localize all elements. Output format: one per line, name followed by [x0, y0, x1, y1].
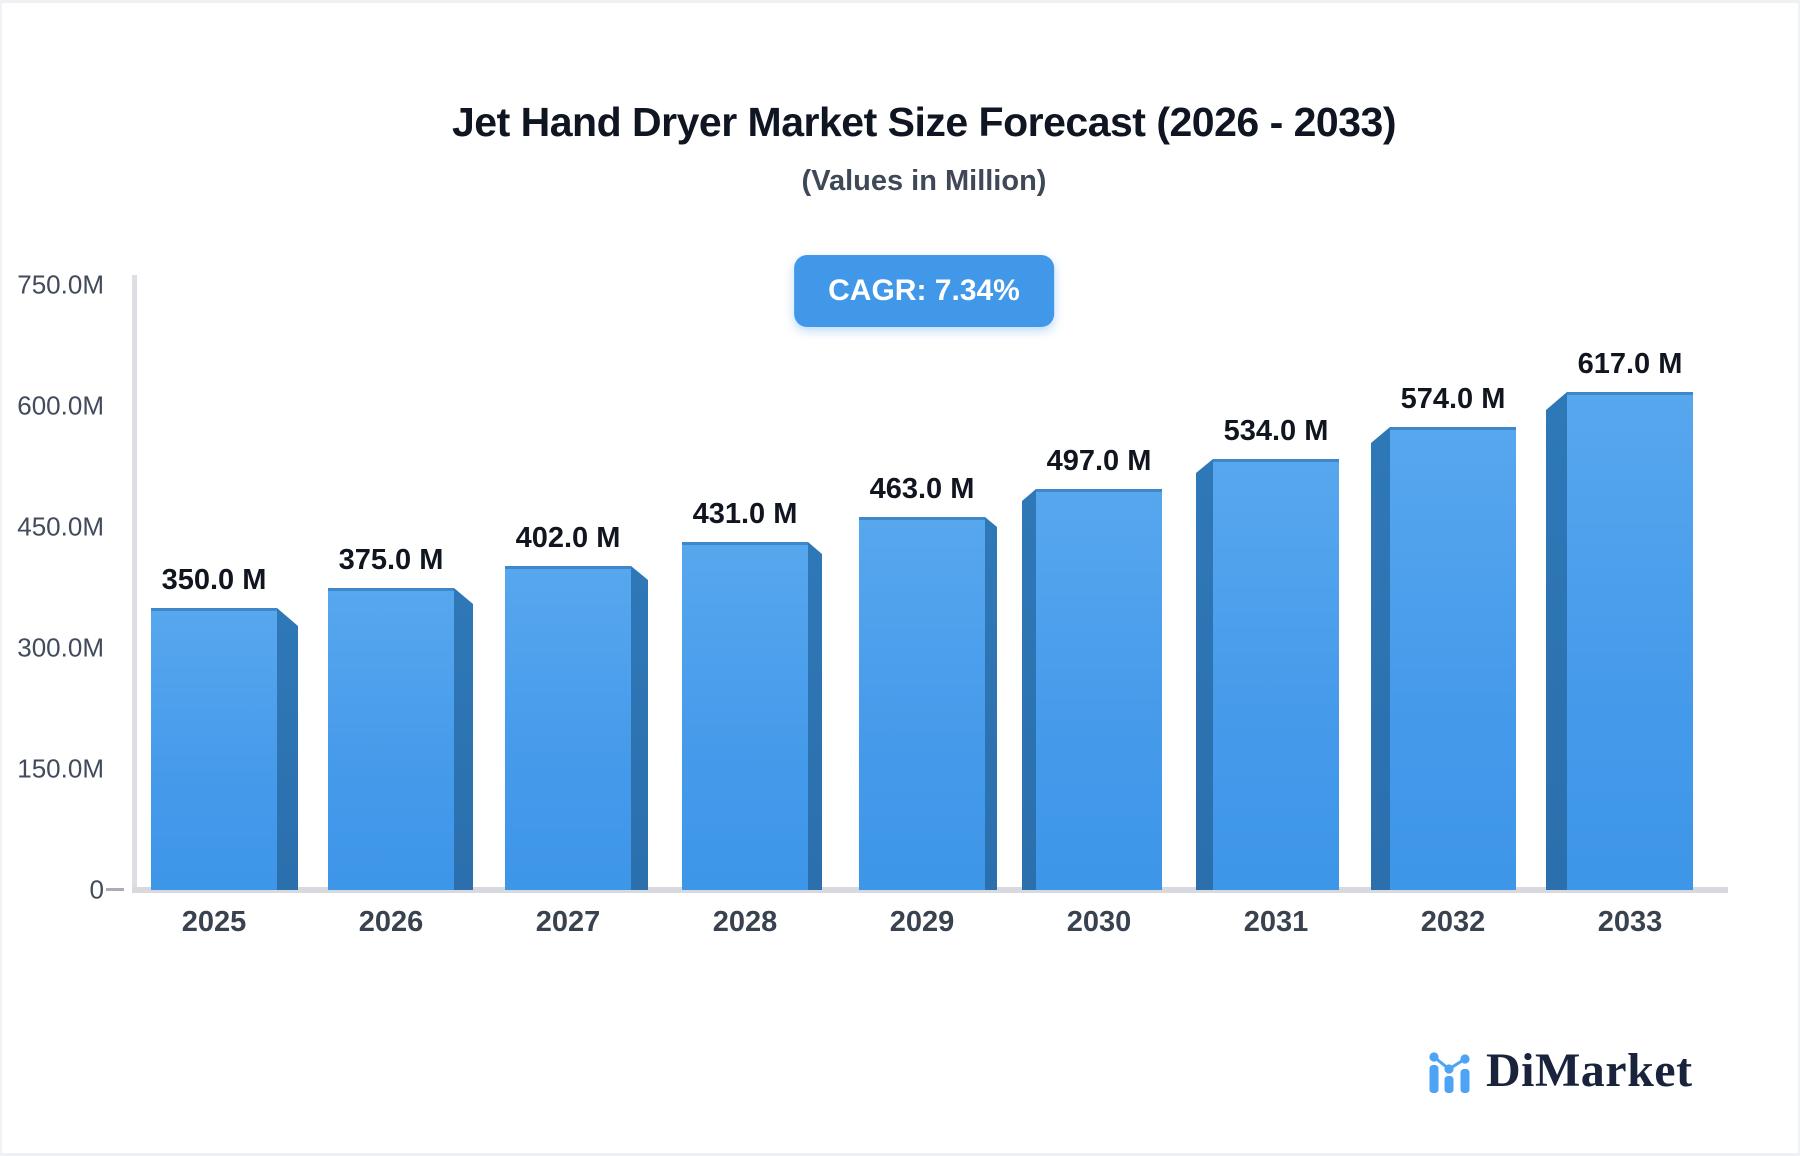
bar-2032: [1390, 427, 1516, 890]
bar-3d-side-face: [631, 566, 648, 890]
bar-2025: [151, 608, 277, 890]
cagr-badge: CAGR: 7.34%: [794, 255, 1054, 327]
bar-3d-side-face: [808, 542, 822, 890]
x-axis-year-label: 2028: [712, 906, 778, 938]
bar-3d-side-face: [1371, 427, 1390, 890]
y-axis-line: [132, 275, 137, 891]
bar-3d-side-face: [454, 588, 473, 890]
zero-tick-mark: [106, 888, 124, 891]
bar-value-label: 463.0 M: [869, 473, 975, 505]
dimarket-logo: DiMarket: [1426, 1043, 1693, 1098]
x-axis-year-label: 2026: [358, 906, 424, 938]
y-axis-tick-label: 600.0M: [17, 390, 104, 421]
bar-2026: [328, 588, 454, 890]
x-axis-year-label: 2031: [1243, 906, 1309, 938]
x-axis-year-label: 2032: [1420, 906, 1486, 938]
bar-2028: [682, 542, 808, 890]
bar-2027: [505, 566, 631, 890]
bar-2031: [1213, 459, 1339, 890]
x-axis-baseline: [132, 887, 1728, 893]
bar-2029: [859, 517, 985, 890]
x-axis-year-label: 2027: [535, 906, 601, 938]
y-axis-tick-label: 300.0M: [17, 632, 104, 663]
bar-value-label: 497.0 M: [1046, 445, 1152, 477]
x-axis-year-label: 2033: [1597, 906, 1663, 938]
bar-3d-side-face: [985, 517, 997, 890]
y-axis-tick-label: 0: [89, 874, 104, 905]
bar-value-label: 574.0 M: [1400, 383, 1506, 415]
y-axis-tick-label: 750.0M: [17, 269, 104, 300]
bar-value-label: 402.0 M: [515, 522, 621, 554]
bar-value-label: 350.0 M: [161, 564, 267, 596]
y-axis-tick-label: 150.0M: [17, 753, 104, 784]
bar-value-label: 375.0 M: [338, 544, 444, 576]
chart-title: Jet Hand Dryer Market Size Forecast (202…: [451, 99, 1397, 145]
x-axis-year-label: 2025: [181, 906, 247, 938]
chart-subtitle: (Values in Million): [801, 165, 1047, 197]
y-axis-tick-label: 450.0M: [17, 511, 104, 542]
x-axis-year-label: 2030: [1066, 906, 1132, 938]
logo-text: DiMarket: [1486, 1044, 1693, 1097]
bar-3d-side-face: [1546, 392, 1567, 890]
bar-2030: [1036, 489, 1162, 890]
bar-chart-plot-area: 750.0M 600.0M 450.0M 300.0M 150.0M 0 350.0 M 20…: [2, 3, 1798, 1153]
mini-bar-chart-icon: [1429, 1051, 1470, 1093]
bar-value-label: 431.0 M: [692, 498, 798, 530]
bar-3d-side-face: [1196, 459, 1213, 890]
bar-value-label: 617.0 M: [1577, 348, 1683, 380]
bar-2033: [1567, 392, 1693, 890]
bar-3d-side-face: [277, 608, 298, 890]
bar-value-label: 534.0 M: [1223, 415, 1329, 447]
x-axis-year-label: 2029: [889, 906, 955, 938]
bar-3d-side-face: [1022, 489, 1036, 890]
